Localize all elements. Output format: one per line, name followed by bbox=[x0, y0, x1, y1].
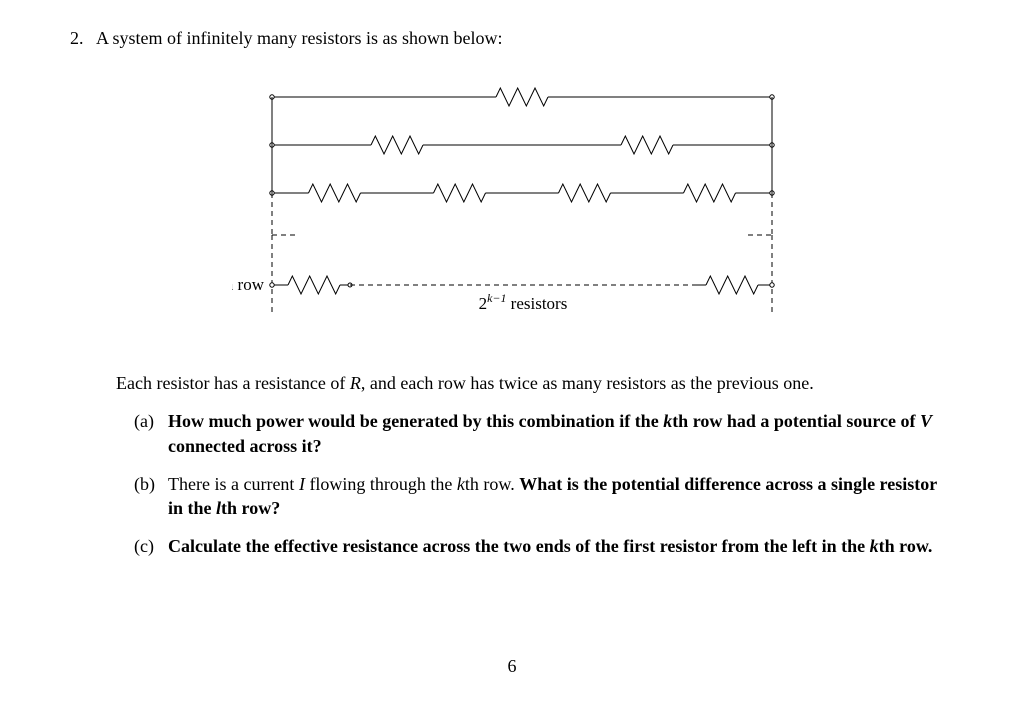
part-c-body: Calculate the effective resistance acros… bbox=[168, 534, 954, 558]
part-b: (b) There is a current I flowing through… bbox=[134, 472, 954, 521]
var-R: R bbox=[350, 373, 361, 393]
svg-text:kth row: kth row bbox=[232, 275, 265, 294]
part-a: (a) How much power would be generated by… bbox=[134, 409, 954, 458]
circuit-diagram: kth row 2k−1 resistors bbox=[232, 75, 792, 335]
part-b-label: (b) bbox=[134, 472, 168, 521]
problem-statement: 2.A system of infinitely many resistors … bbox=[70, 28, 954, 49]
figure-container: kth row 2k−1 resistors bbox=[70, 75, 954, 335]
part-a-label: (a) bbox=[134, 409, 168, 458]
svg-text:2k−1 resistors: 2k−1 resistors bbox=[479, 291, 568, 313]
part-c: (c) Calculate the effective resistance a… bbox=[134, 534, 954, 558]
part-b-body: There is a current I flowing through the… bbox=[168, 472, 954, 521]
part-a-body: How much power would be generated by thi… bbox=[168, 409, 954, 458]
page: 2.A system of infinitely many resistors … bbox=[0, 0, 1024, 701]
part-c-label: (c) bbox=[134, 534, 168, 558]
page-number: 6 bbox=[0, 656, 1024, 677]
problem-number: 2. bbox=[70, 28, 96, 49]
figure-description: Each resistor has a resistance of R, and… bbox=[116, 371, 954, 395]
problem-parts: (a) How much power would be generated by… bbox=[134, 409, 954, 558]
problem-text: A system of infinitely many resistors is… bbox=[96, 28, 502, 48]
